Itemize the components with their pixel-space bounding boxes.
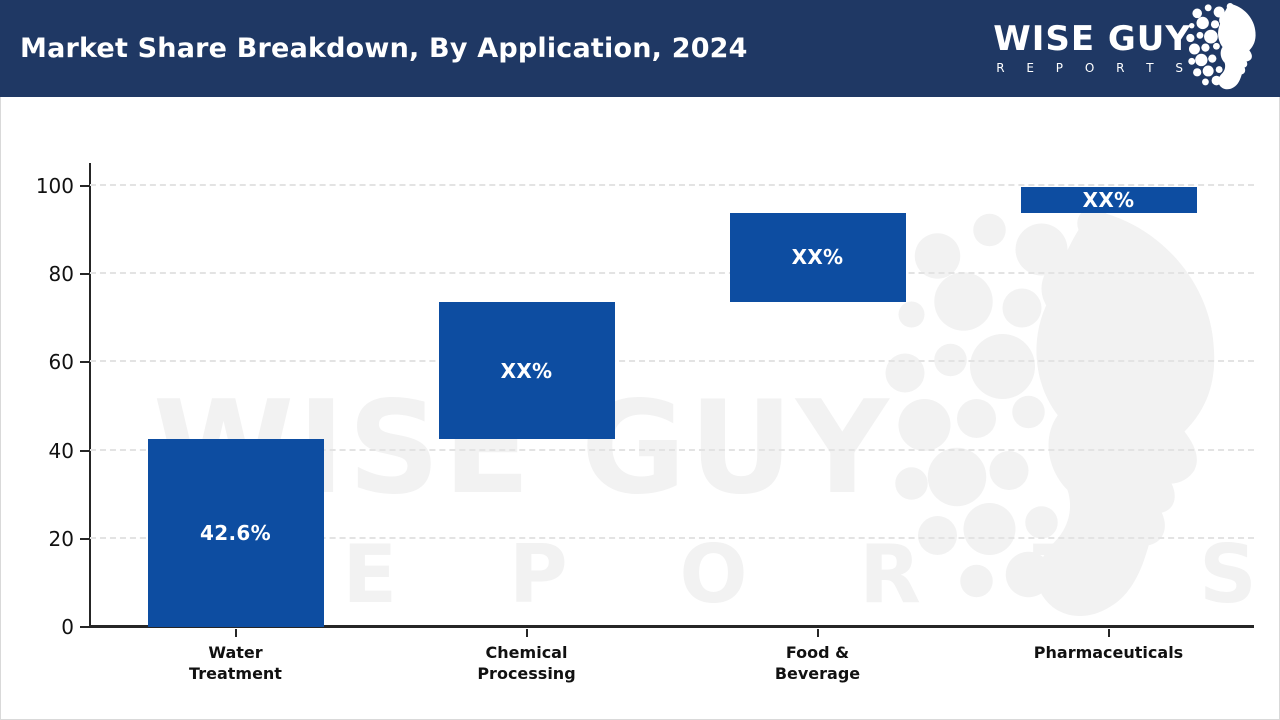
gridline-60 [90, 360, 1254, 363]
y-tick-label-0: 0 [61, 615, 74, 639]
bar-value-label-food-beverage: XX% [791, 245, 844, 270]
x-tick-food-beverage [816, 629, 819, 637]
y-tick-label-80: 80 [48, 262, 74, 287]
y-tick-100 [80, 185, 89, 187]
category-label-water-treatment: Water Treatment [189, 643, 282, 684]
bar-water-treatment: 42.6% [147, 439, 324, 627]
category-label-pharmaceuticals: Pharmaceuticals [1033, 643, 1184, 662]
bar-value-label-pharmaceuticals: XX% [1082, 187, 1135, 212]
gridline-20 [90, 536, 1254, 539]
y-axis-line [89, 163, 91, 628]
wiseguy-logo: WISE GUY R E P O R T S [992, 0, 1280, 97]
bar-food-beverage: XX% [729, 212, 906, 302]
y-tick-label-40: 40 [48, 438, 74, 463]
y-tick-0 [80, 626, 89, 628]
bar-value-label-water-treatment: 42.6% [200, 521, 271, 546]
x-tick-pharmaceuticals [1107, 629, 1110, 637]
bar-chemical-processing: XX% [438, 302, 615, 440]
y-tick-label-100: 100 [35, 174, 74, 198]
y-tick-80 [80, 273, 89, 276]
x-axis-line [89, 625, 1254, 628]
logo-subtext: R E P O R T S [996, 61, 1192, 75]
logo-wordmark: WISE GUY [993, 19, 1192, 59]
x-tick-chemical-processing [525, 629, 528, 637]
y-tick-60 [80, 361, 89, 364]
y-tick-40 [80, 449, 89, 452]
y-tick-label-20: 20 [48, 526, 74, 551]
gridline-100 [90, 184, 1254, 186]
logo-text: WISE GUY R E P O R T S [992, 22, 1192, 75]
bar-value-label-chemical-processing: XX% [500, 358, 553, 383]
chart-title: Market Share Breakdown, By Application, … [20, 33, 748, 64]
category-label-food-beverage: Food & Beverage [774, 643, 861, 684]
header-bar: Market Share Breakdown, By Application, … [0, 0, 1280, 97]
chart-area: WISE GUY R E P O R T S 0 20 40 60 80 100 42.6%… [0, 97, 1280, 720]
x-tick-water-treatment [234, 629, 237, 637]
gridline-80 [90, 272, 1254, 275]
bar-pharmaceuticals: XX% [1020, 186, 1197, 213]
plot-area: 0 20 40 60 80 100 42.6% Water Treatment XX% Chemi… [36, 163, 1254, 683]
y-tick-label-60: 60 [48, 350, 74, 375]
gridline-40 [90, 448, 1254, 451]
category-label-chemical-processing: Chemical Processing [477, 643, 576, 684]
y-tick-20 [80, 537, 89, 540]
logo-head-icon [1186, 2, 1256, 89]
